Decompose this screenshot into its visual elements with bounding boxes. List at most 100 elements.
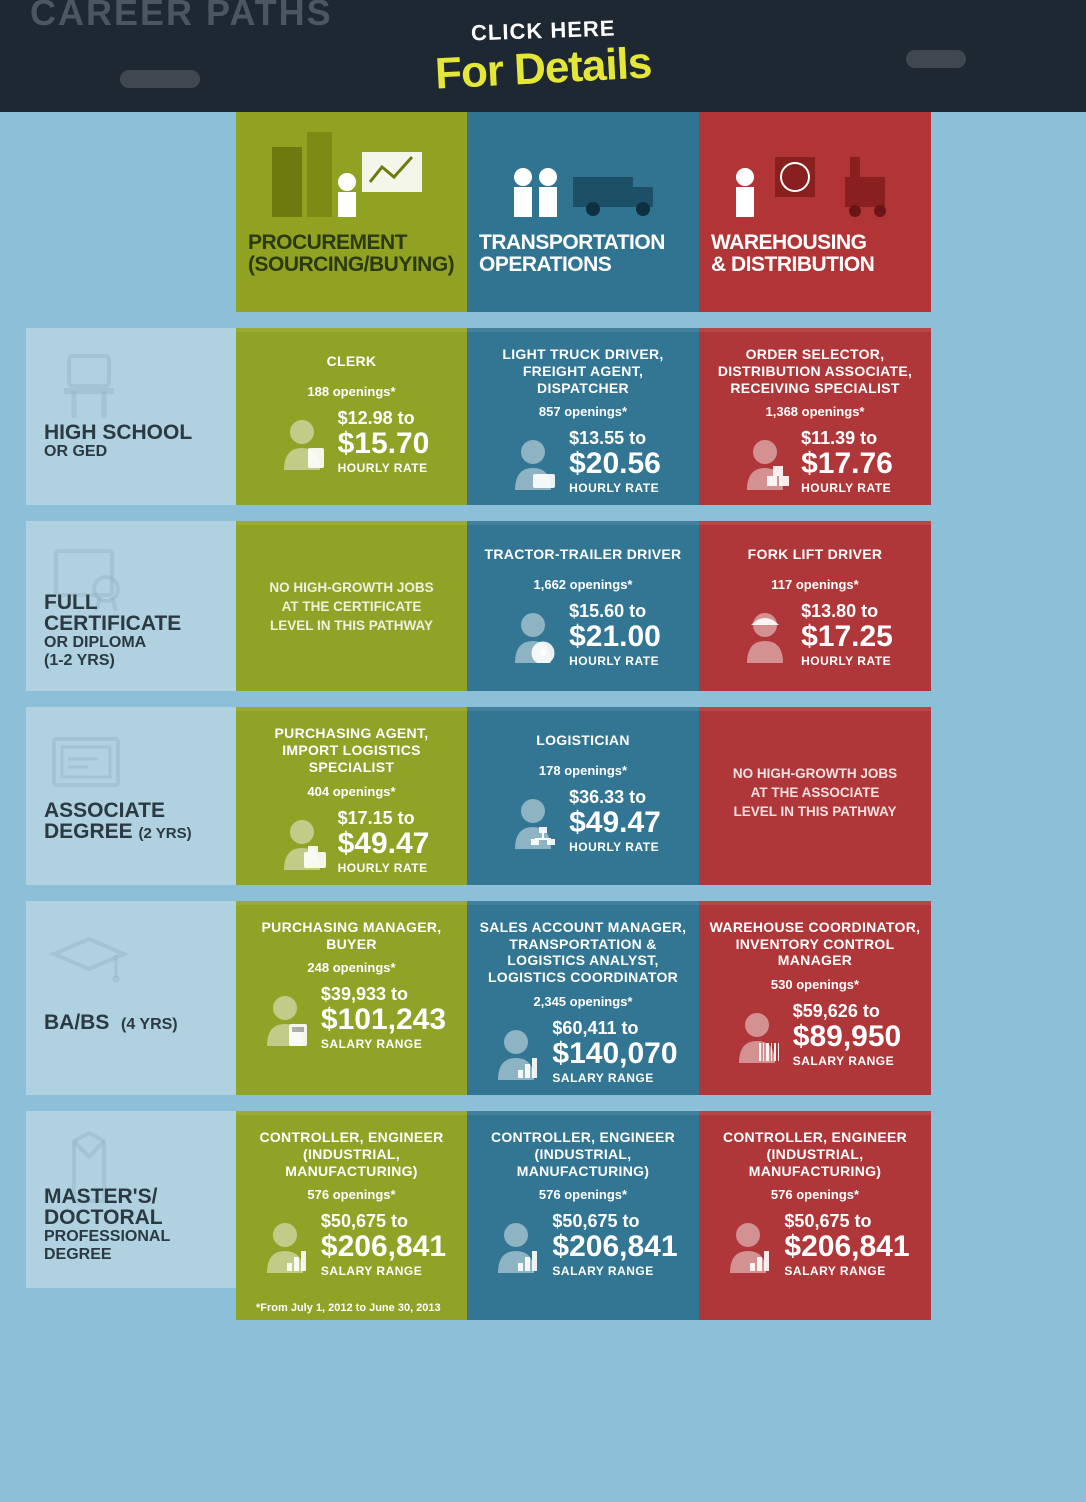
- cell-masters-ware: CONTROLLER, ENGINEER (INDUSTRIAL, MANUFA…: [699, 1111, 931, 1288]
- row-spacer: [236, 505, 467, 521]
- job-title: PURCHASING MANAGER, BUYER: [246, 919, 457, 953]
- row-spacer: [26, 691, 236, 707]
- row-spacer: [467, 885, 699, 901]
- openings-count: 576 openings*: [477, 1187, 689, 1202]
- row-label-masters: MASTER'S/ DOCTORAL PROFESSIONAL DEGREE: [26, 1111, 236, 1288]
- warehousing-illustration: [699, 122, 931, 227]
- openings-count: 576 openings*: [246, 1187, 457, 1202]
- pay-label: SALARY RANGE: [552, 1264, 677, 1278]
- row-spacer: [236, 1095, 467, 1111]
- row-spacer: [26, 312, 236, 328]
- row-spacer: [236, 885, 467, 901]
- pay-label: SALARY RANGE: [321, 1264, 446, 1278]
- row-spacer: [467, 505, 699, 521]
- gradcap-icon: [44, 919, 134, 1004]
- person-icon: [720, 1217, 776, 1273]
- job-title: CONTROLLER, ENGINEER (INDUSTRIAL, MANUFA…: [709, 1129, 921, 1179]
- row-spacer: [699, 312, 931, 328]
- pay-to: $20.56: [569, 449, 661, 479]
- pay-to: $15.70: [338, 429, 430, 459]
- corner-spacer: [26, 112, 236, 312]
- person-icon: [257, 1217, 313, 1273]
- pay-from: $13.80 to: [801, 602, 893, 620]
- pay-to: $21.00: [569, 622, 661, 652]
- job-title: FORK LIFT DRIVER: [709, 539, 921, 569]
- footnote-text: *From July 1, 2012 to June 30, 2013: [246, 1294, 457, 1314]
- pay-label: HOURLY RATE: [569, 654, 661, 668]
- pay-label: SALARY RANGE: [793, 1054, 901, 1068]
- pay-from: $13.55 to: [569, 429, 661, 447]
- job-title: LOGISTICIAN: [477, 725, 689, 755]
- person-icon: [505, 434, 561, 490]
- pay-from: $50,675 to: [552, 1212, 677, 1230]
- cloud-decoration: [120, 70, 200, 88]
- openings-count: 188 openings*: [246, 384, 457, 399]
- pay-label: SALARY RANGE: [784, 1264, 909, 1278]
- pay-label: HOURLY RATE: [338, 861, 430, 875]
- openings-count: 178 openings*: [477, 763, 689, 778]
- cell-ba-ware: WAREHOUSE COORDINATOR, INVENTORY CONTROL…: [699, 901, 931, 1095]
- column-title-warehousing: WAREHOUSING & DISTRIBUTION: [711, 232, 931, 276]
- person-icon: [505, 607, 561, 663]
- cell-assoc-trans: LOGISTICIAN 178 openings* $36.33 to $49.…: [467, 707, 699, 884]
- openings-count: 248 openings*: [246, 960, 457, 975]
- pay-label: HOURLY RATE: [569, 840, 661, 854]
- job-title: WAREHOUSE COORDINATOR, INVENTORY CONTROL…: [709, 919, 921, 969]
- openings-count: 857 openings*: [477, 404, 689, 419]
- pay-to: $17.25: [801, 622, 893, 652]
- column-header-transportation: TRANSPORTATION OPERATIONS: [467, 112, 699, 312]
- pay-from: $50,675 to: [321, 1212, 446, 1230]
- pay-to: $101,243: [321, 1005, 446, 1035]
- pay-label: HOURLY RATE: [569, 481, 661, 495]
- footer-spacer: [467, 1288, 699, 1320]
- row-subtitle: PROFESSIONAL DEGREE: [44, 1228, 224, 1264]
- cell-cert-proc: NO HIGH-GROWTH JOBS AT THE CERTIFICATE L…: [236, 521, 467, 691]
- pay-from: $11.39 to: [801, 429, 893, 447]
- chair-icon: [44, 346, 134, 431]
- person-icon: [488, 1217, 544, 1273]
- column-header-procurement: PROCUREMENT (SOURCING/BUYING): [236, 112, 467, 312]
- row-spacer: [236, 691, 467, 707]
- person-icon: [274, 814, 330, 870]
- pay-from: $39,933 to: [321, 985, 446, 1003]
- pay-to: $17.76: [801, 449, 893, 479]
- transportation-illustration: [467, 122, 699, 227]
- pay-to: $206,841: [321, 1232, 446, 1262]
- row-spacer: [699, 505, 931, 521]
- openings-count: 1,662 openings*: [477, 577, 689, 592]
- pay-to: $206,841: [552, 1232, 677, 1262]
- person-icon: [505, 793, 561, 849]
- row-title: BA/BS (4 YRS): [44, 1012, 224, 1033]
- pay-from: $60,411 to: [552, 1019, 677, 1037]
- top-banner[interactable]: CAREER PATHS CLICK HERE For Details: [0, 0, 1086, 112]
- row-spacer: [26, 885, 236, 901]
- pay-label: SALARY RANGE: [321, 1037, 446, 1051]
- column-title-procurement: PROCUREMENT (SOURCING/BUYING): [248, 232, 467, 276]
- row-spacer: [467, 312, 699, 328]
- footnote-cell: *From July 1, 2012 to June 30, 2013: [236, 1288, 467, 1320]
- job-title: CLERK: [246, 346, 457, 376]
- job-title: PURCHASING AGENT, IMPORT LOGISTICS SPECI…: [246, 725, 457, 775]
- cell-hs-trans: LIGHT TRUCK DRIVER, FREIGHT AGENT, DISPA…: [467, 328, 699, 505]
- no-high-growth-text: NO HIGH-GROWTH JOBS AT THE CERTIFICATE L…: [246, 539, 457, 676]
- job-title: SALES ACCOUNT MANAGER, TRANSPORTATION & …: [477, 919, 689, 986]
- gown-icon: [44, 1129, 134, 1214]
- cell-ba-trans: SALES ACCOUNT MANAGER, TRANSPORTATION & …: [467, 901, 699, 1095]
- cell-cert-ware: FORK LIFT DRIVER 117 openings* $13.80 to…: [699, 521, 931, 691]
- row-spacer: [236, 312, 467, 328]
- pay-to: $49.47: [569, 808, 661, 838]
- row-spacer: [467, 1095, 699, 1111]
- pay-to: $140,070: [552, 1039, 677, 1069]
- cell-hs-proc: CLERK 188 openings* $12.98 to $15.70 HOU…: [236, 328, 467, 505]
- cell-cert-trans: TRACTOR-TRAILER DRIVER 1,662 openings* $…: [467, 521, 699, 691]
- openings-count: 530 openings*: [709, 977, 921, 992]
- person-icon: [488, 1024, 544, 1080]
- footer-spacer: [699, 1288, 931, 1320]
- row-spacer: [699, 885, 931, 901]
- pay-label: SALARY RANGE: [552, 1071, 677, 1085]
- person-icon: [737, 607, 793, 663]
- row-label-cert: FULL CERTIFICATE OR DIPLOMA (1-2 YRS): [26, 521, 236, 691]
- person-icon: [729, 1007, 785, 1063]
- person-icon: [257, 990, 313, 1046]
- job-title: LIGHT TRUCK DRIVER, FREIGHT AGENT, DISPA…: [477, 346, 689, 396]
